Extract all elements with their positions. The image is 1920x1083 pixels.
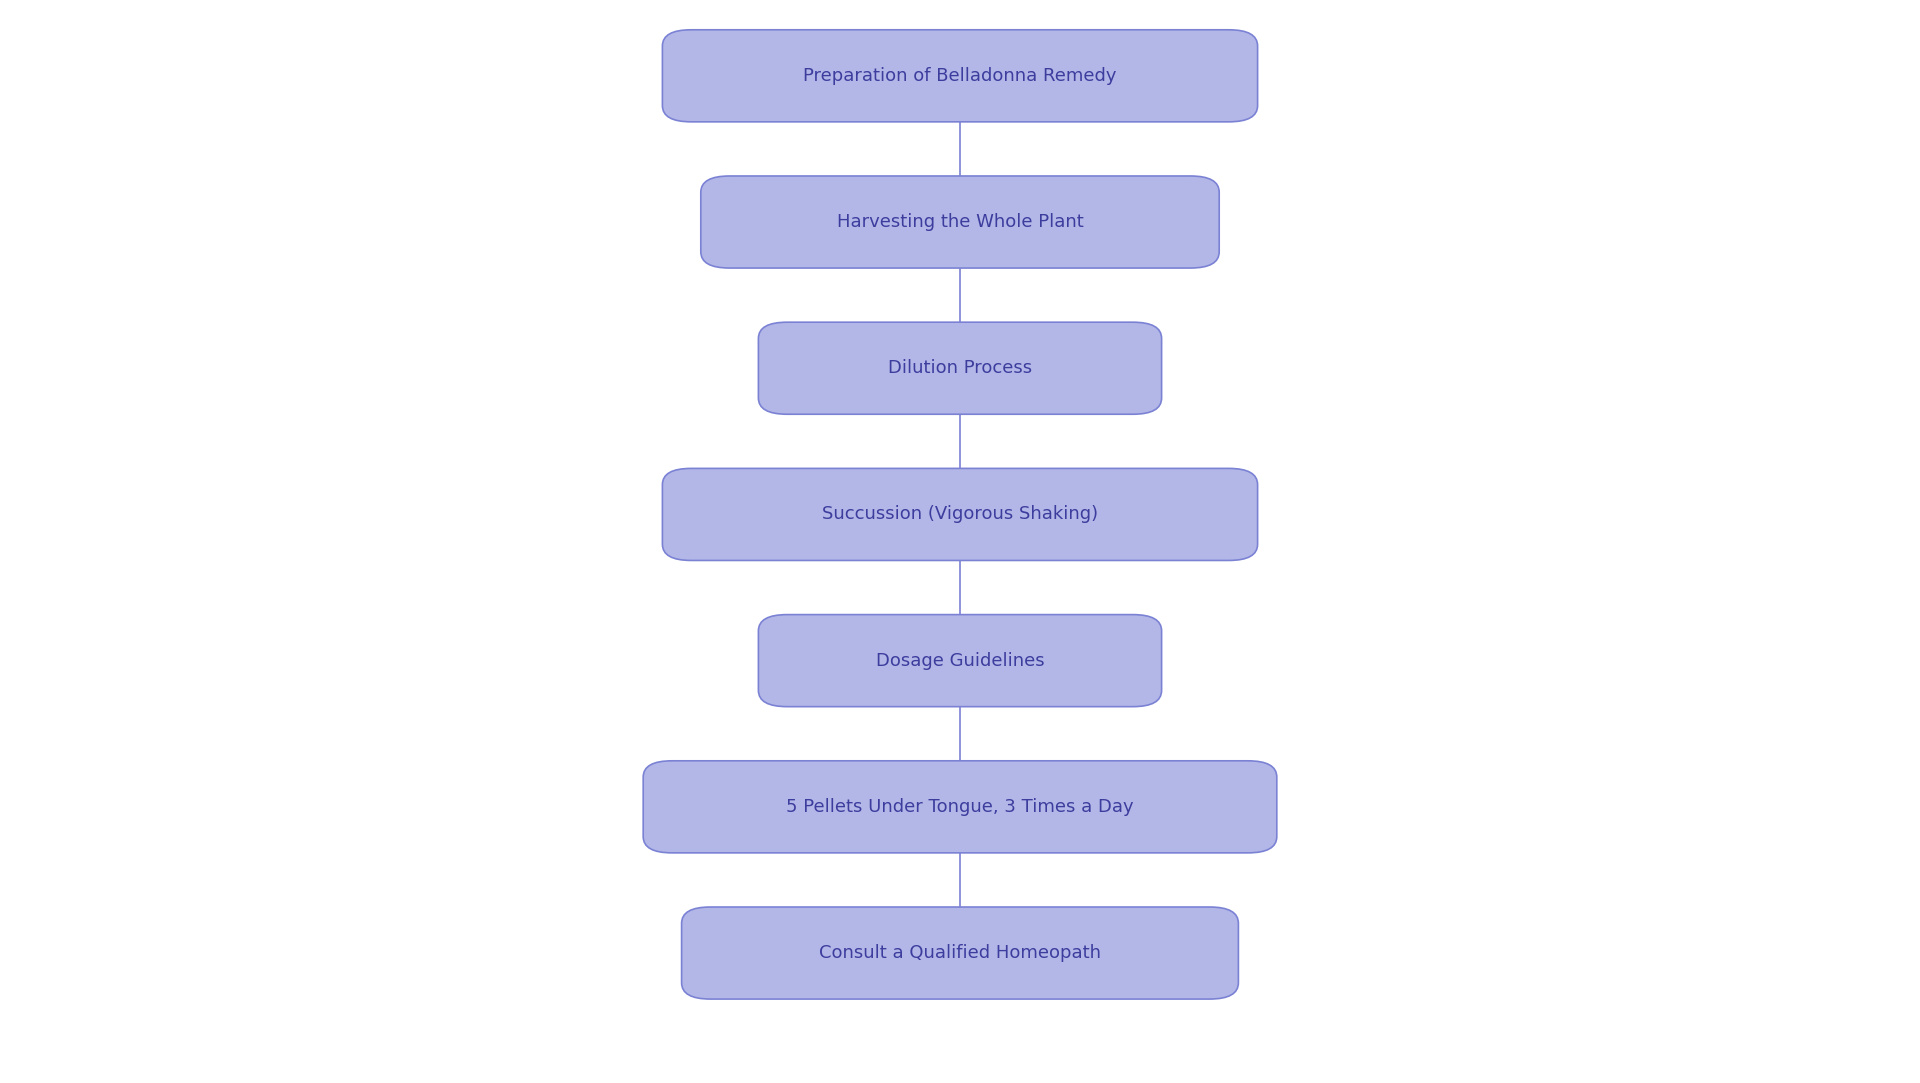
FancyBboxPatch shape	[701, 175, 1219, 268]
Text: Harvesting the Whole Plant: Harvesting the Whole Plant	[837, 213, 1083, 231]
Text: Preparation of Belladonna Remedy: Preparation of Belladonna Remedy	[803, 67, 1117, 84]
FancyBboxPatch shape	[682, 908, 1238, 999]
FancyBboxPatch shape	[758, 615, 1162, 707]
Text: 5 Pellets Under Tongue, 3 Times a Day: 5 Pellets Under Tongue, 3 Times a Day	[785, 798, 1135, 815]
Text: Dilution Process: Dilution Process	[887, 360, 1033, 377]
Text: Succussion (Vigorous Shaking): Succussion (Vigorous Shaking)	[822, 506, 1098, 523]
Text: Dosage Guidelines: Dosage Guidelines	[876, 652, 1044, 669]
FancyBboxPatch shape	[662, 30, 1258, 122]
FancyBboxPatch shape	[662, 469, 1258, 561]
FancyBboxPatch shape	[758, 323, 1162, 414]
FancyBboxPatch shape	[643, 760, 1277, 853]
Text: Consult a Qualified Homeopath: Consult a Qualified Homeopath	[820, 944, 1100, 962]
